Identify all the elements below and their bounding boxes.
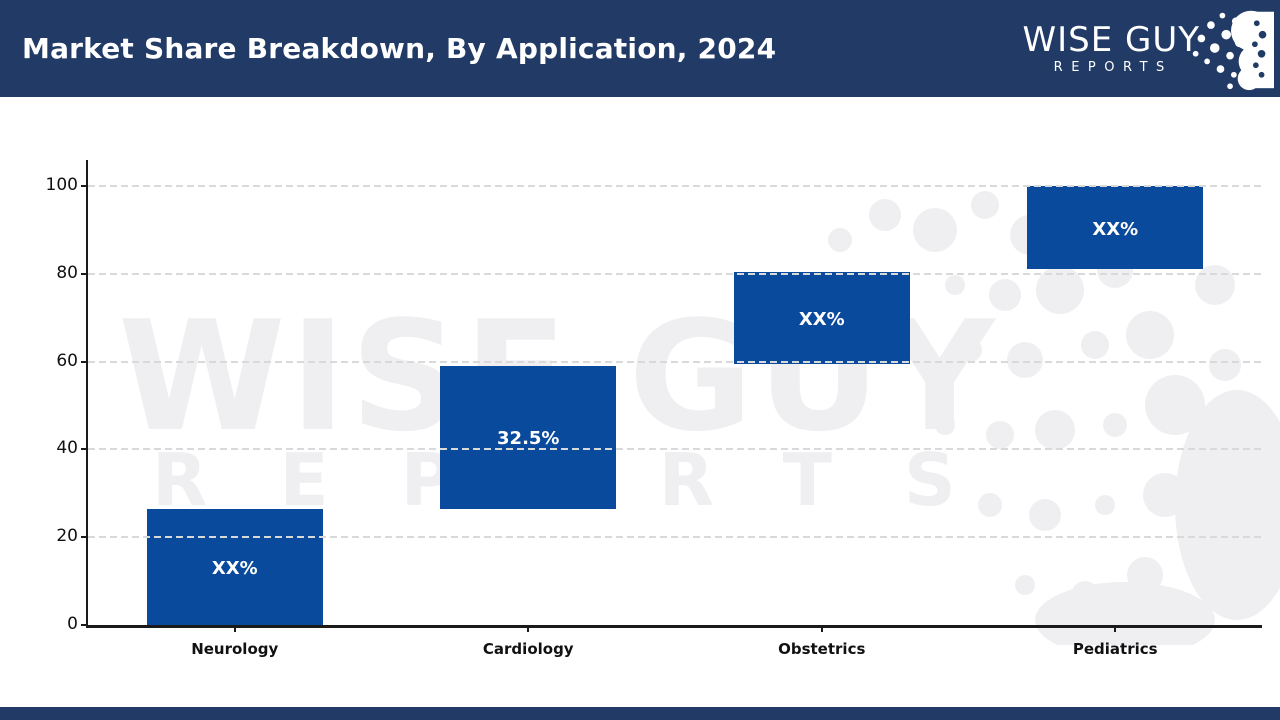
- y-tick-label: 20: [56, 526, 78, 547]
- x-tick-mark: [820, 627, 823, 632]
- bar-cardiology: [440, 366, 617, 509]
- gridline-y-100: [88, 185, 1262, 188]
- x-axis-line: [86, 625, 1262, 628]
- bar-neurology: [146, 508, 323, 625]
- y-tick-mark: [81, 448, 87, 451]
- y-tick-mark: [81, 272, 87, 275]
- bar-value-label: 32.5%: [497, 428, 560, 450]
- y-tick-label: 0: [67, 614, 78, 634]
- gridline-y-20: [88, 536, 1262, 539]
- bar-pediatrics: [1027, 186, 1204, 270]
- y-tick-mark: [81, 624, 87, 626]
- category-label-pediatrics: Pediatrics: [1072, 640, 1158, 658]
- category-label-neurology: Neurology: [191, 640, 279, 658]
- y-tick-mark: [81, 360, 87, 363]
- bar-value-label: XX%: [798, 308, 845, 330]
- y-tick-mark: [81, 536, 87, 539]
- x-tick-mark: [1114, 627, 1117, 632]
- plot-area: XX% 32.5% XX% XX%: [88, 185, 1262, 625]
- brand-subtitle: REPORTS: [1053, 59, 1173, 75]
- y-axis-line: [86, 160, 88, 627]
- bar-value-label: XX%: [1092, 218, 1139, 240]
- brand-name: WISE GUY: [1022, 20, 1200, 61]
- gridline-y-40: [88, 448, 1262, 451]
- x-tick-mark: [527, 627, 530, 632]
- header-bar: Market Share Breakdown, By Application, …: [0, 0, 1280, 97]
- footer-bar: [0, 707, 1280, 720]
- bar-value-label: XX%: [211, 557, 258, 579]
- y-tick-label: 100: [45, 175, 78, 195]
- y-tick-label: 40: [56, 438, 78, 459]
- y-tick-label: 60: [56, 350, 78, 371]
- brand-logo: WISE GUY REPORTS: [1004, 6, 1274, 92]
- category-label-obstetrics: Obstetrics: [778, 640, 866, 658]
- gridline-y-60: [88, 360, 1262, 363]
- x-tick-mark: [233, 627, 236, 632]
- y-tick-mark: [81, 185, 87, 187]
- brand-face-icon: [1192, 10, 1274, 91]
- gridline-y-80: [88, 272, 1262, 275]
- bar-obstetrics: [733, 271, 910, 364]
- page-title: Market Share Breakdown, By Application, …: [22, 32, 777, 65]
- category-label-cardiology: Cardiology: [482, 640, 574, 658]
- y-tick-label: 80: [56, 262, 78, 283]
